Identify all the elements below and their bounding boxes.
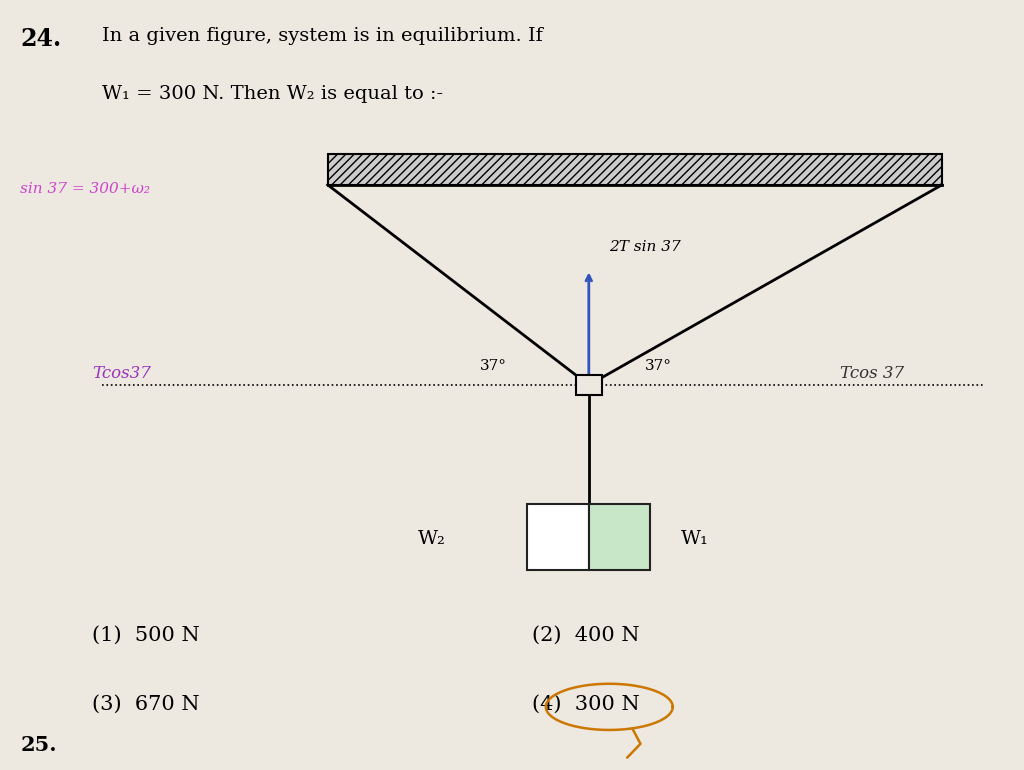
Text: 25.: 25.: [20, 735, 57, 755]
Bar: [527, 504, 589, 570]
Text: (4)  300 N: (4) 300 N: [532, 695, 640, 714]
Bar: [575, 376, 602, 394]
Text: W₁: W₁: [681, 530, 709, 548]
Text: (2)  400 N: (2) 400 N: [532, 626, 640, 644]
Text: W₂: W₂: [418, 530, 445, 548]
Text: 2T sin 37: 2T sin 37: [609, 240, 681, 254]
Text: 37°: 37°: [480, 360, 507, 373]
Text: (3)  670 N: (3) 670 N: [92, 695, 200, 714]
Text: In a given figure, system is in equilibrium. If: In a given figure, system is in equilibr…: [102, 27, 544, 45]
Bar: [589, 504, 650, 570]
Text: sin 37 = 300+ω₂: sin 37 = 300+ω₂: [20, 182, 151, 196]
Text: W₁ = 300 N. Then W₂ is equal to :-: W₁ = 300 N. Then W₂ is equal to :-: [102, 85, 443, 102]
Text: Tcos 37: Tcos 37: [840, 365, 904, 382]
Text: (1)  500 N: (1) 500 N: [92, 626, 200, 644]
Text: 37°: 37°: [645, 360, 672, 373]
Bar: [328, 154, 942, 185]
Text: 24.: 24.: [20, 27, 61, 51]
Text: Tcos37: Tcos37: [92, 365, 151, 382]
Text: 300N: 300N: [601, 533, 632, 542]
